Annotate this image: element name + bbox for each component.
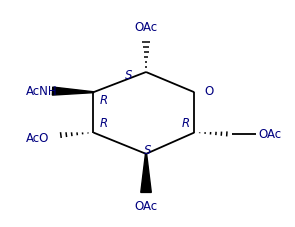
Polygon shape (52, 87, 94, 95)
Text: S: S (144, 144, 151, 157)
Text: AcO: AcO (26, 132, 50, 145)
Text: OAc: OAc (135, 200, 158, 213)
Text: R: R (181, 117, 190, 130)
Text: R: R (100, 94, 108, 106)
Text: OAc: OAc (135, 21, 158, 34)
Text: S: S (125, 69, 132, 82)
Polygon shape (141, 154, 151, 192)
Text: O: O (204, 85, 214, 98)
Text: AcNH: AcNH (26, 85, 58, 98)
Text: OAc: OAc (259, 128, 282, 141)
Text: R: R (100, 117, 108, 130)
